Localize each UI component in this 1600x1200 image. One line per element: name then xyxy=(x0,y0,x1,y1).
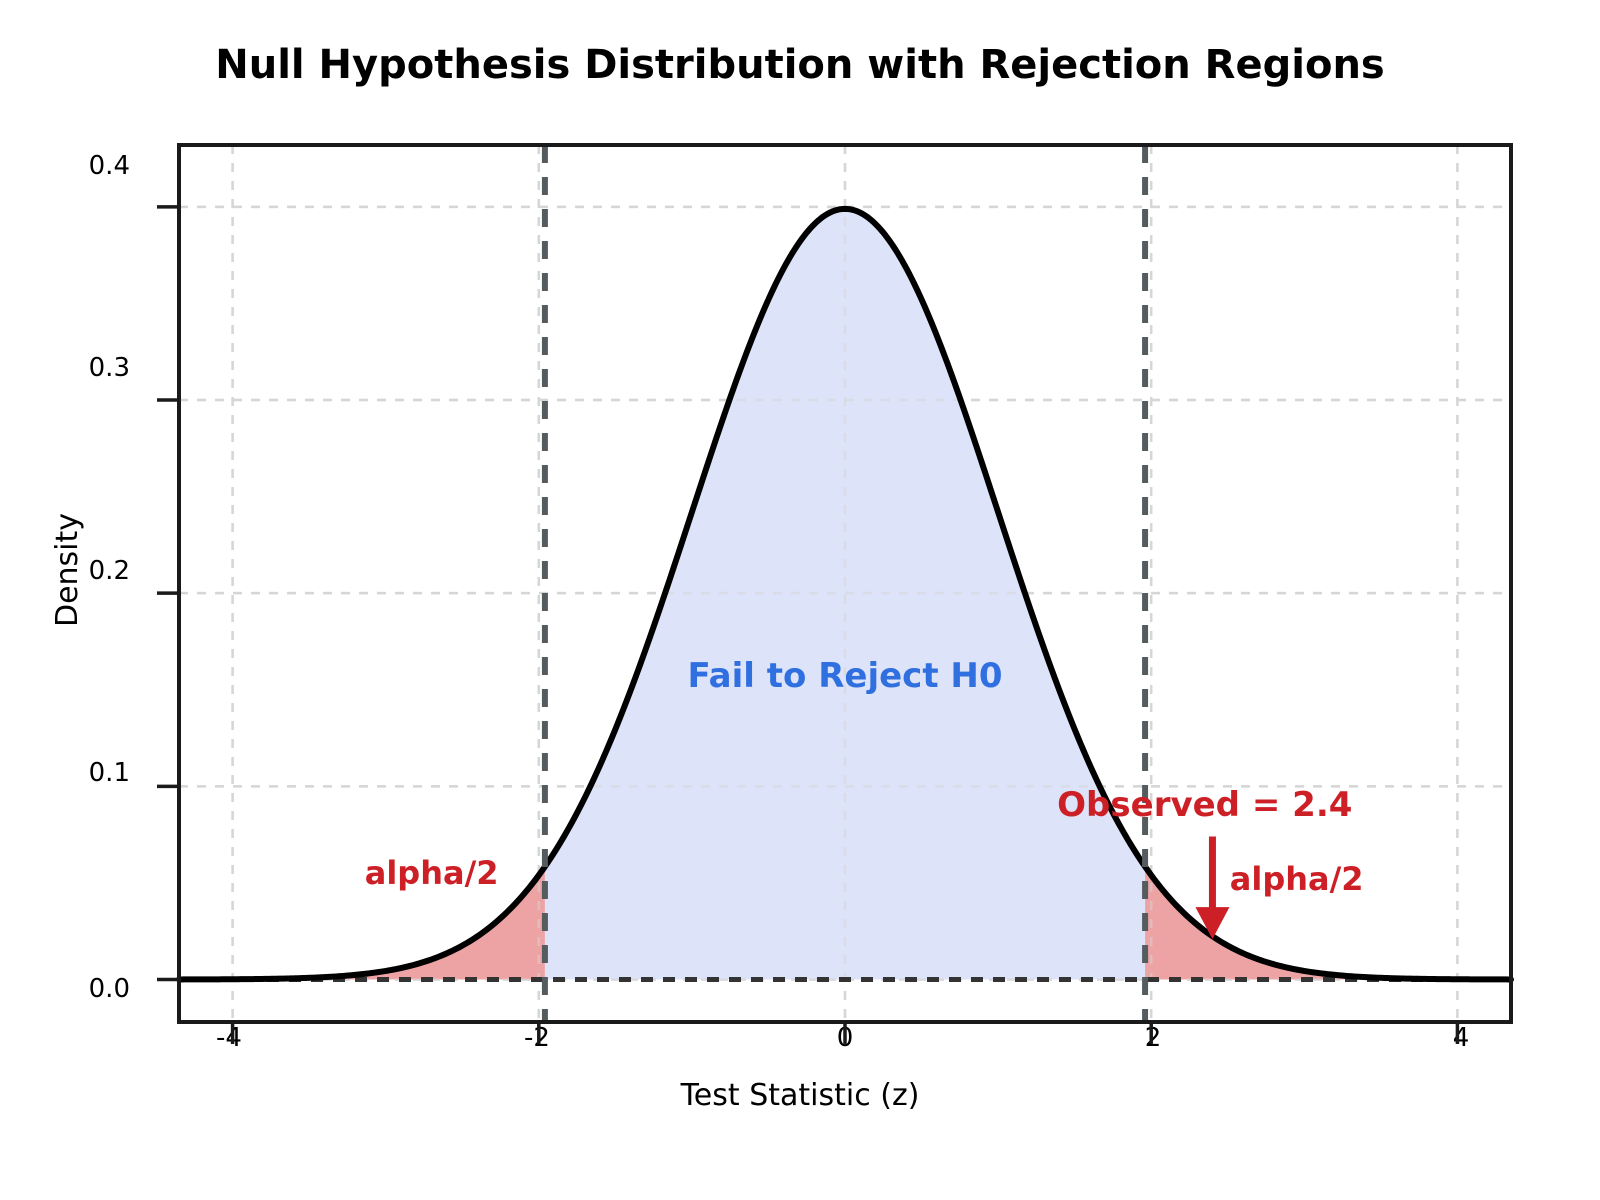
observed-arrow xyxy=(1195,836,1230,940)
y-tick-label: 0.0 xyxy=(88,974,130,1004)
y-tick-label: 0.1 xyxy=(88,758,130,788)
x-tick-label: -4 xyxy=(216,1023,242,1053)
axis-ticks xyxy=(157,205,1460,1044)
x-tick-label: -2 xyxy=(524,1023,550,1053)
annotation-fail-to-reject: Fail to Reject H0 xyxy=(687,655,1003,696)
x-tick-label: 2 xyxy=(1144,1023,1162,1053)
annotation-alpha-right: alpha/2 xyxy=(1229,859,1364,898)
page-title: Null Hypothesis Distribution with Reject… xyxy=(215,42,1385,88)
y-tick-label: 0.3 xyxy=(88,353,130,383)
y-tick-label: 0.4 xyxy=(88,151,130,181)
x-axis-label: Test Statistic (z) xyxy=(680,1078,920,1113)
y-tick-label: 0.2 xyxy=(88,556,130,586)
annotation-alpha-left: alpha/2 xyxy=(364,854,499,893)
density-curve xyxy=(176,205,1514,983)
annotation-observed-value: Observed = 2.4 xyxy=(1057,785,1353,826)
